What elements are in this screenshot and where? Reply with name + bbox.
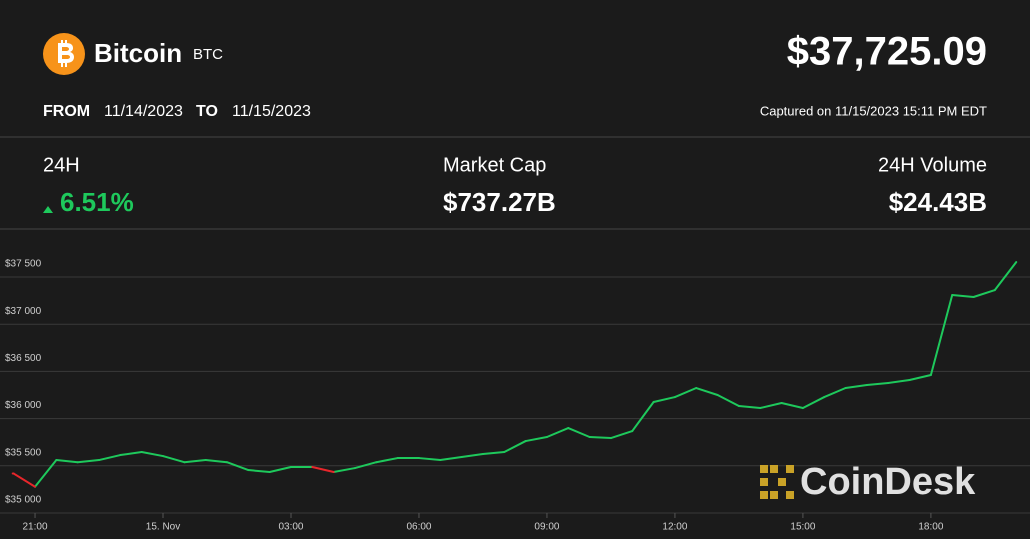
y-tick-label: $35 500 bbox=[5, 447, 42, 458]
line-segment bbox=[268, 466, 292, 474]
line-segment bbox=[183, 459, 207, 464]
line-segment bbox=[716, 394, 740, 408]
stat-value: $24.43B bbox=[889, 187, 987, 217]
line-segment bbox=[332, 467, 356, 474]
from-label: FROM bbox=[43, 103, 90, 120]
line-segment bbox=[481, 451, 506, 455]
y-tick-label: $36 000 bbox=[5, 400, 42, 411]
x-tick-label: 12:00 bbox=[662, 522, 687, 533]
line-segment bbox=[353, 461, 378, 470]
line-segment bbox=[567, 427, 591, 439]
line-segment bbox=[524, 436, 548, 443]
line-segment bbox=[908, 373, 932, 381]
to-label: TO bbox=[196, 103, 218, 120]
line-segment bbox=[673, 387, 698, 399]
x-tick-label: 18:00 bbox=[918, 522, 943, 533]
coin-name: Bitcoin bbox=[94, 38, 182, 68]
line-segment bbox=[865, 382, 890, 386]
x-tick-label: 09:00 bbox=[534, 522, 559, 533]
line-segment bbox=[460, 453, 484, 459]
line-segment bbox=[631, 400, 655, 433]
line-segment bbox=[311, 466, 335, 474]
line-segment bbox=[780, 402, 804, 410]
line-segment bbox=[652, 396, 676, 403]
watermark: CoinDesk bbox=[800, 461, 976, 503]
to-date: 11/15/2023 bbox=[232, 103, 311, 120]
x-tick-label: 15:00 bbox=[790, 522, 815, 533]
line-segment bbox=[929, 294, 954, 376]
line-segment bbox=[226, 461, 250, 472]
line-segment bbox=[162, 455, 186, 464]
x-tick-label: 15. Nov bbox=[146, 522, 180, 533]
line-segment bbox=[823, 387, 847, 399]
y-tick-label: $36 500 bbox=[5, 353, 42, 364]
watermark-logo bbox=[760, 465, 794, 499]
line-segment bbox=[247, 469, 271, 474]
line-segment bbox=[801, 396, 826, 410]
x-tick-label: 21:00 bbox=[23, 522, 48, 533]
line-segment bbox=[34, 459, 58, 488]
line-segment bbox=[55, 459, 79, 464]
y-tick-label: $37 000 bbox=[5, 306, 42, 317]
x-tick-label: 03:00 bbox=[278, 522, 303, 533]
line-segment bbox=[759, 402, 783, 410]
stat-value: 6.51% bbox=[60, 187, 134, 217]
line-segment bbox=[119, 451, 143, 457]
line-segment bbox=[545, 427, 570, 439]
line-segment bbox=[140, 451, 165, 458]
line-segment bbox=[12, 472, 37, 488]
stat-label: 24H bbox=[43, 154, 80, 176]
line-segment bbox=[972, 289, 996, 299]
line-segment bbox=[588, 436, 612, 440]
line-segment bbox=[503, 440, 527, 454]
captured: Captured on 11/15/2023 15:11 PM EDT bbox=[760, 103, 987, 118]
stat-value: $737.27B bbox=[443, 187, 556, 217]
line-segment bbox=[76, 459, 101, 464]
line-segment bbox=[439, 456, 463, 462]
line-segment bbox=[993, 261, 1018, 292]
from-date: 11/14/2023 bbox=[104, 103, 183, 120]
stat-label: Market Cap bbox=[443, 154, 546, 176]
y-tick-label: $35 000 bbox=[5, 495, 42, 506]
line-segment bbox=[737, 405, 762, 410]
up-arrow bbox=[43, 206, 53, 213]
line-segment bbox=[204, 459, 228, 464]
line-segment bbox=[375, 457, 399, 464]
price: $37,725.09 bbox=[787, 30, 987, 74]
coin-glyph bbox=[58, 40, 74, 67]
coin-symbol: BTC bbox=[193, 46, 223, 63]
line-segment bbox=[951, 294, 975, 299]
x-tick-label: 06:00 bbox=[406, 522, 431, 533]
line-segment bbox=[887, 378, 911, 385]
line-segment bbox=[695, 387, 719, 396]
line-segment bbox=[609, 430, 634, 440]
stat-label: 24H Volume bbox=[878, 154, 987, 176]
line-segment bbox=[98, 454, 122, 462]
line-segment bbox=[417, 457, 442, 462]
line-segment bbox=[844, 383, 868, 390]
y-tick-label: $37 500 bbox=[5, 259, 42, 270]
